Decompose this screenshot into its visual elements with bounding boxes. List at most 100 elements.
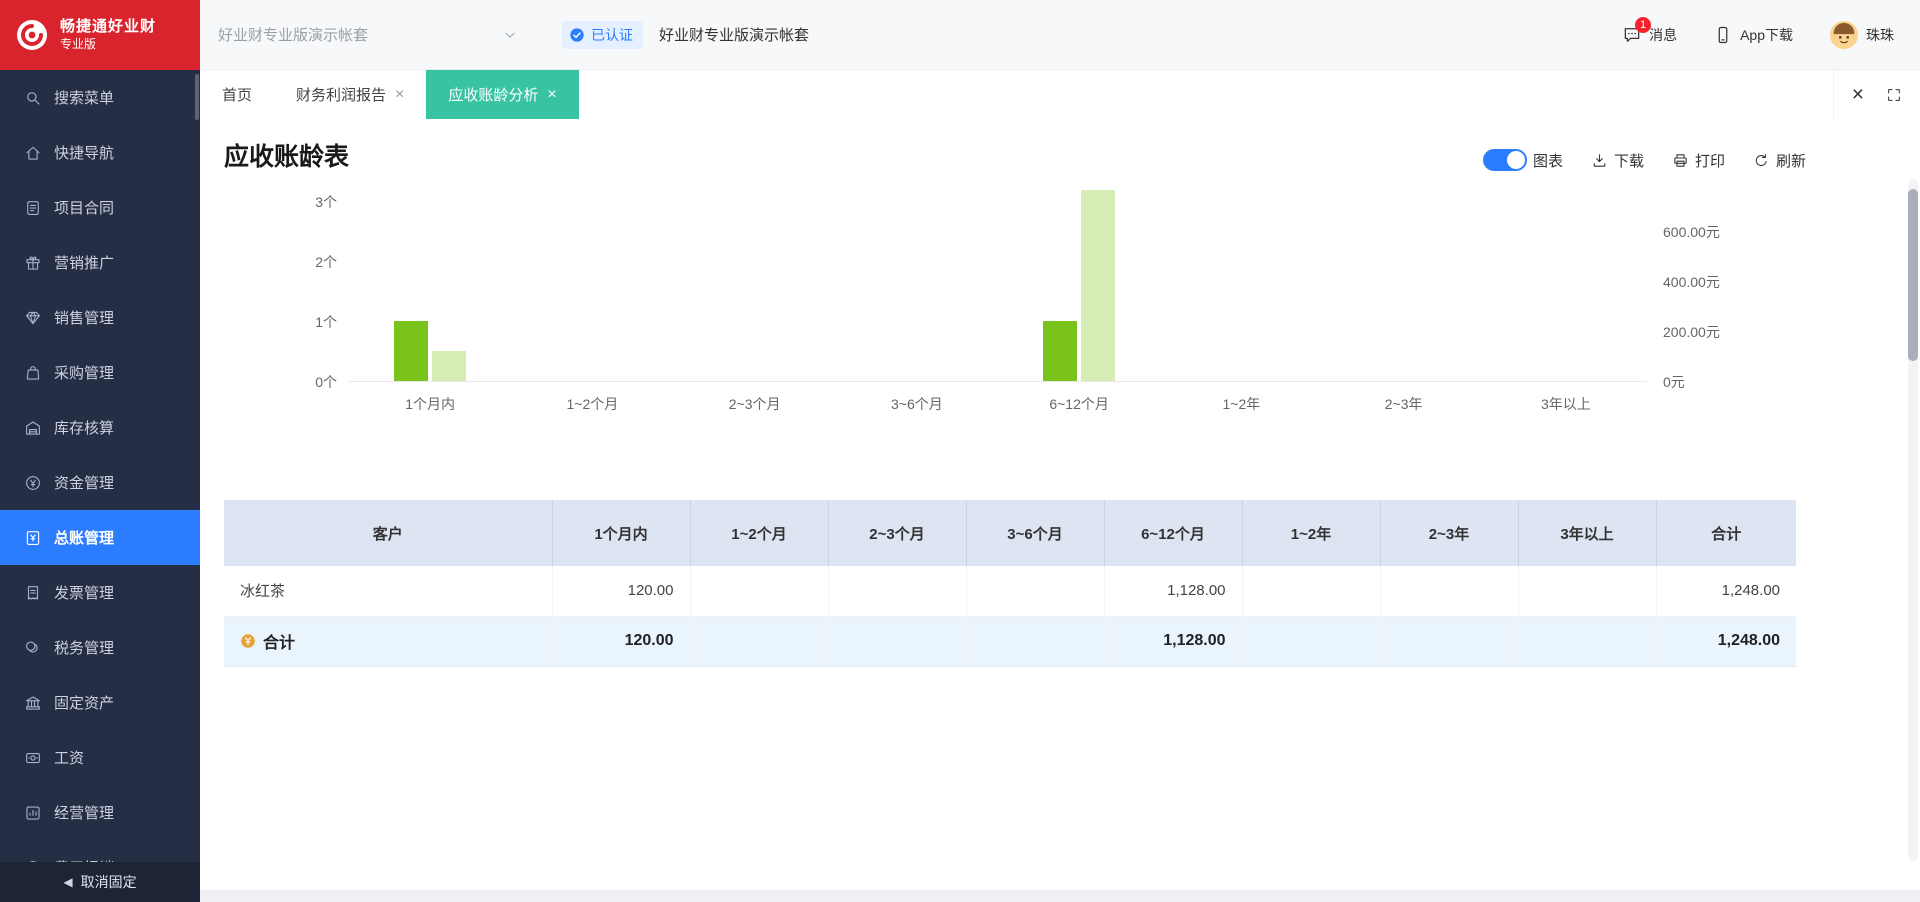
total-value-cell: 120.00 <box>552 616 691 667</box>
sidebar-item-project-contract[interactable]: 项目合同 <box>0 180 200 235</box>
chart-toggle-label: 图表 <box>1532 152 1563 170</box>
bank-icon <box>24 694 42 712</box>
total-value-cell: 1,248.00 <box>1656 616 1796 667</box>
content-scrollbar-thumb[interactable] <box>1908 189 1918 361</box>
sidebar-item-payroll[interactable]: 工资 <box>0 730 200 785</box>
sidebar-item-general-ledger[interactable]: 总账管理 <box>0 510 200 565</box>
y-axis-left-tick: 2个 <box>315 254 337 270</box>
business-icon <box>24 804 42 822</box>
coin-icon <box>24 474 42 492</box>
chart-plot-area <box>349 190 1647 382</box>
count-bar-4 <box>1043 321 1078 381</box>
sidebar-item-purchase[interactable]: 采购管理 <box>0 345 200 400</box>
unpin-sidebar-button[interactable]: ◀ 取消固定 <box>0 862 200 902</box>
toggle-knob <box>1506 151 1525 169</box>
message-icon: 1 <box>1622 16 1652 45</box>
sidebar-item-expense[interactable]: 费用报销 <box>0 840 200 862</box>
salary-icon <box>24 749 42 767</box>
amount-bar-4 <box>1081 190 1116 381</box>
chart-toggle[interactable] <box>1482 149 1527 171</box>
report-content: 应收账龄表 图表 下载 打印 刷新 0个 1个 2个 3个 0元 200.00元 400.0… <box>200 119 1920 890</box>
tab-close-icon[interactable]: × <box>547 85 557 103</box>
refresh-icon <box>1753 152 1770 169</box>
gem-icon <box>24 309 42 327</box>
fullscreen-icon[interactable] <box>1886 87 1902 103</box>
sidebar-item-label: 采购管理 <box>54 365 115 382</box>
sidebar-item-business[interactable]: 经营管理 <box>0 785 200 840</box>
sidebar-item-funds[interactable]: 资金管理 <box>0 455 200 510</box>
sidebar-item-label: 固定资产 <box>54 695 115 712</box>
table-row: 冰红茶 120.00 1,128.00 1,248.00 <box>224 566 1796 617</box>
x-axis-category: 1~2年 <box>1222 396 1261 412</box>
sidebar-item-fixed-assets[interactable]: 固定资产 <box>0 675 200 730</box>
app-download-label: App下载 <box>1740 26 1793 43</box>
tab-label: 财务利润报告 <box>296 87 387 104</box>
sidebar-item-label: 经营管理 <box>54 805 115 822</box>
count-bar-0 <box>394 321 429 381</box>
table-total-row: 合计 120.00 1,128.00 1,248.00 <box>224 616 1796 667</box>
sidebar-item-label: 资金管理 <box>54 475 115 492</box>
sidebar-scrollbar[interactable] <box>195 74 199 120</box>
bag-icon <box>24 364 42 382</box>
tab-aging-analysis[interactable]: 应收账龄分析 × <box>426 70 579 119</box>
total-value-cell <box>690 616 829 667</box>
total-value-cell <box>1518 616 1657 667</box>
tab-home[interactable]: 首页 <box>200 70 274 119</box>
warehouse-icon <box>24 419 42 437</box>
close-tab-icon[interactable]: × <box>1851 83 1864 106</box>
sidebar-item-label: 税务管理 <box>54 640 115 657</box>
sidebar-item-invoice[interactable]: 发票管理 <box>0 565 200 620</box>
sidebar-item-sales[interactable]: 销售管理 <box>0 290 200 345</box>
value-cell: 1,128.00 <box>1104 566 1243 617</box>
value-cell <box>1242 566 1381 617</box>
search-icon <box>24 89 42 107</box>
value-cell <box>828 566 967 617</box>
account-set-name: 好业财专业版演示帐套 <box>659 27 810 44</box>
sidebar-item-label: 发票管理 <box>54 585 115 602</box>
amount-bar-0 <box>432 351 467 381</box>
unpin-label: 取消固定 <box>80 874 137 890</box>
sidebar-item-marketing[interactable]: 营销推广 <box>0 235 200 290</box>
user-menu[interactable]: 珠珠 <box>1829 20 1894 50</box>
aging-table: 客户 1个月内 1~2个月 2~3个月 3~6个月 6~12个月 1~2年 2~3年 3年以上合… <box>224 500 1796 667</box>
invoice-icon <box>24 584 42 602</box>
sidebar-item-search-menu[interactable]: 搜索菜单 <box>0 70 200 125</box>
y-axis-right-tick: 0元 <box>1663 374 1685 390</box>
x-axis-category: 1个月内 <box>405 396 456 412</box>
coin-icon <box>240 633 256 649</box>
messages-count-badge: 1 <box>1635 16 1652 33</box>
value-cell <box>966 566 1105 617</box>
value-cell <box>1380 566 1519 617</box>
app-download-button[interactable]: App下载 <box>1713 25 1793 45</box>
content-scrollbar[interactable] <box>1908 179 1918 861</box>
account-set-selector[interactable]: 好业财专业版演示帐套 <box>218 24 518 45</box>
total-value-cell <box>1242 616 1381 667</box>
tab-close-icon[interactable]: × <box>395 85 405 103</box>
certified-label: 已认证 <box>591 26 633 43</box>
value-cell: 120.00 <box>552 566 691 617</box>
total-value-cell <box>828 616 967 667</box>
sidebar-item-quick-nav[interactable]: 快捷导航 <box>0 125 200 180</box>
y-axis-left-tick: 3个 <box>315 194 337 210</box>
sidebar-item-tax[interactable]: 税务管理 <box>0 620 200 675</box>
sidebar-item-label: 总账管理 <box>54 530 115 547</box>
total-value-cell <box>1380 616 1519 667</box>
print-button[interactable]: 打印 <box>1672 150 1725 171</box>
sidebar-item-label: 营销推广 <box>54 255 115 272</box>
print-icon <box>1672 152 1689 169</box>
y-axis-right-tick: 400.00元 <box>1663 274 1720 290</box>
open-tabs: 首页 财务利润报告 × 应收账龄分析 × <box>200 70 579 119</box>
chevron-down-icon <box>502 27 518 43</box>
tab-profit-report[interactable]: 财务利润报告 × <box>274 70 426 119</box>
y-axis-left-tick: 0个 <box>315 374 337 390</box>
x-axis-category: 2~3年 <box>1384 396 1423 412</box>
account-set-selector-value: 好业财专业版演示帐套 <box>218 27 369 44</box>
sidebar-item-inventory[interactable]: 库存核算 <box>0 400 200 455</box>
messages-button[interactable]: 1 消息 <box>1622 16 1677 45</box>
refresh-button[interactable]: 刷新 <box>1753 150 1806 171</box>
aging-bar-chart: 0个 1个 2个 3个 0元 200.00元 400.00元 600.00元 1个月内 1~2个月… <box>200 119 1920 890</box>
y-axis-right-tick: 600.00元 <box>1663 224 1720 240</box>
total-value-cell: 1,128.00 <box>1104 616 1243 667</box>
download-button[interactable]: 下载 <box>1591 150 1644 171</box>
